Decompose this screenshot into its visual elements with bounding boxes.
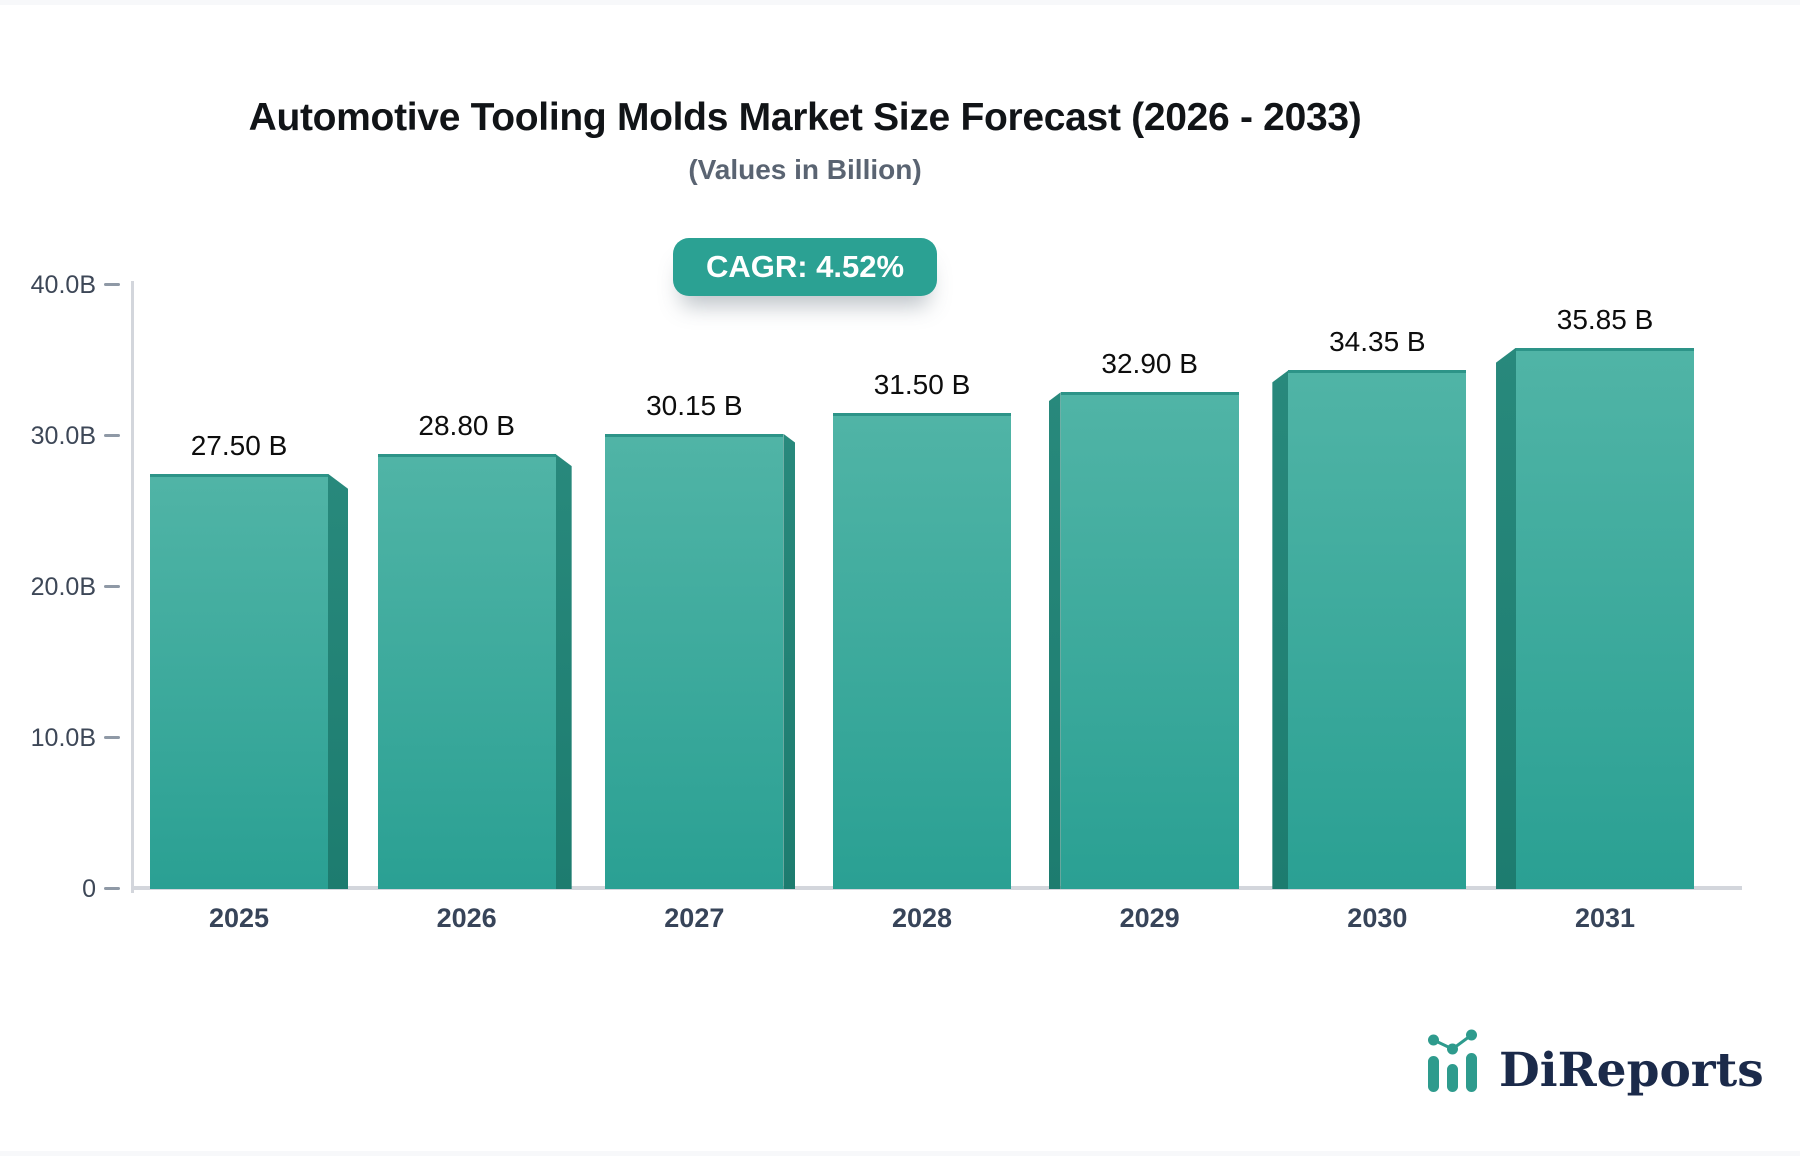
y-tick-label: 40.0B <box>30 271 96 299</box>
direports-logo: DiReports <box>1428 1028 1764 1098</box>
bar-2025 <box>150 473 328 889</box>
y-tick-label: 10.0B <box>30 724 96 752</box>
bar-value-label: 27.50 B <box>190 429 288 461</box>
x-axis-label-2030: 2030 <box>1347 903 1408 933</box>
bar-3d-side-2025 <box>328 473 348 889</box>
bar-value-label: 35.85 B <box>1556 303 1654 335</box>
bar-2031 <box>1516 347 1695 889</box>
cagr-badge: CAGR: 4.52% <box>672 238 938 296</box>
bottom-edge-strip <box>0 1151 1800 1156</box>
y-tick-label: 0 <box>82 875 96 903</box>
bar-value-label: 28.80 B <box>418 410 515 442</box>
bar-2029 <box>1060 392 1239 889</box>
x-axis-label-2031: 2031 <box>1574 903 1636 933</box>
bar-2030 <box>1288 370 1467 889</box>
bar-3d-side-2030 <box>1272 370 1289 889</box>
bar-value-label: 32.90 B <box>1101 348 1198 380</box>
bar-value-label: 31.50 B <box>873 369 971 401</box>
y-tick-mark <box>104 736 120 739</box>
mini-bar-chart-with-trend-dots-icon <box>1428 1029 1477 1092</box>
bar-2027 <box>605 433 784 889</box>
y-tick-mark <box>104 283 120 286</box>
bar-value-label: 30.15 B <box>646 389 743 421</box>
y-axis-line <box>131 281 134 893</box>
bar-3d-side-2027 <box>783 433 796 889</box>
bar-2026 <box>377 454 556 889</box>
y-tick-mark <box>104 434 120 437</box>
top-edge-strip <box>0 0 1800 5</box>
x-axis-label-2025: 2025 <box>208 903 270 933</box>
bar-value-label: 34.35 B <box>1329 326 1426 358</box>
x-axis-label-2026: 2026 <box>436 903 497 933</box>
chart-subtitle: (Values in Billion) <box>688 154 922 185</box>
y-tick-label: 20.0B <box>30 573 96 601</box>
chart-title: Automotive Tooling Molds Market Size For… <box>248 96 1362 139</box>
chart-header: Automotive Tooling Molds Market Size For… <box>0 0 1610 296</box>
bar-3d-side-2026 <box>555 454 572 889</box>
bar-3d-side-2029 <box>1048 392 1061 889</box>
x-axis-label-2028: 2028 <box>891 903 953 933</box>
x-axis-label-2027: 2027 <box>664 903 725 933</box>
x-axis-label-2029: 2029 <box>1119 903 1180 933</box>
bar-3d-side-2031 <box>1496 347 1517 889</box>
logo-text: DiReports <box>1499 1042 1764 1098</box>
y-tick-label: 30.0B <box>30 422 96 450</box>
y-tick-mark <box>104 585 120 588</box>
bar-2028 <box>833 413 1011 889</box>
y-tick-mark <box>104 887 120 890</box>
